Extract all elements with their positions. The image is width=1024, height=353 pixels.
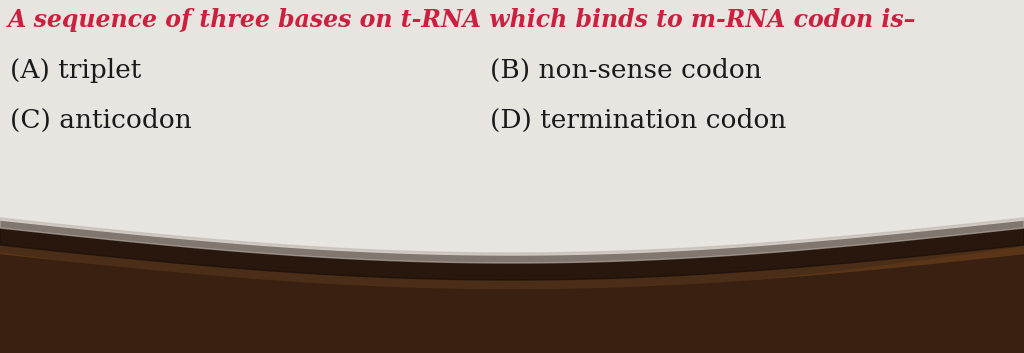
Text: (D) termination codon: (D) termination codon [490,108,786,133]
Text: (B) non-sense codon: (B) non-sense codon [490,58,762,83]
Text: A sequence of three bases on t-RNA which binds to m-RNA codon is–: A sequence of three bases on t-RNA which… [8,8,916,32]
Text: (C) anticodon: (C) anticodon [10,108,191,133]
Text: (A) triplet: (A) triplet [10,58,141,83]
